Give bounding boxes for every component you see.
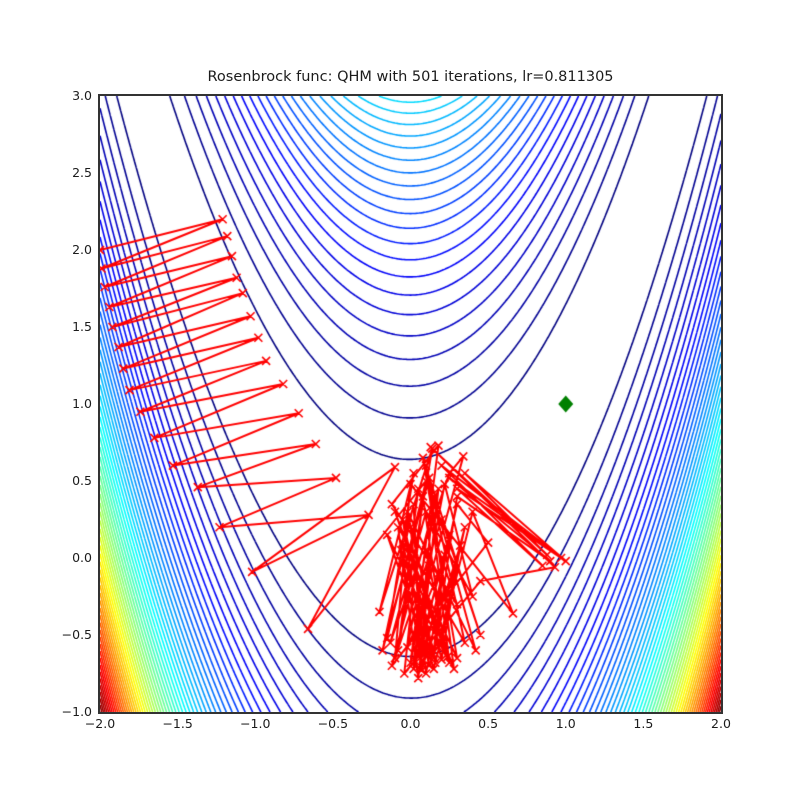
x-tick-label: 0.0 [400, 716, 421, 731]
x-tick-label: 1.0 [555, 716, 576, 731]
x-tick-label: 0.5 [478, 716, 499, 731]
y-tick-label: 1.5 [72, 319, 92, 334]
y-tick-label: 2.0 [72, 242, 92, 257]
y-tick-label: 0.5 [72, 473, 92, 488]
x-tick-label: 2.0 [711, 716, 731, 731]
x-tick-label: −1.0 [240, 716, 271, 731]
x-tick-label: 1.5 [633, 716, 654, 731]
x-tick-label: −0.5 [317, 716, 349, 731]
y-tick-label: 3.0 [72, 88, 92, 103]
y-tick-label: 1.0 [72, 396, 92, 411]
chart-title: Rosenbrock func: QHM with 501 iterations… [207, 69, 614, 85]
contour-plot-canvas [100, 96, 721, 712]
x-tick-label: −2.0 [84, 716, 116, 731]
y-tick-label: −0.5 [61, 627, 92, 642]
y-tick-label: −1.0 [61, 704, 92, 719]
y-tick-label: 0.0 [72, 550, 92, 565]
x-tick-label: −1.5 [162, 716, 193, 731]
y-tick-label: 2.5 [72, 165, 92, 180]
plot-area [98, 94, 723, 714]
